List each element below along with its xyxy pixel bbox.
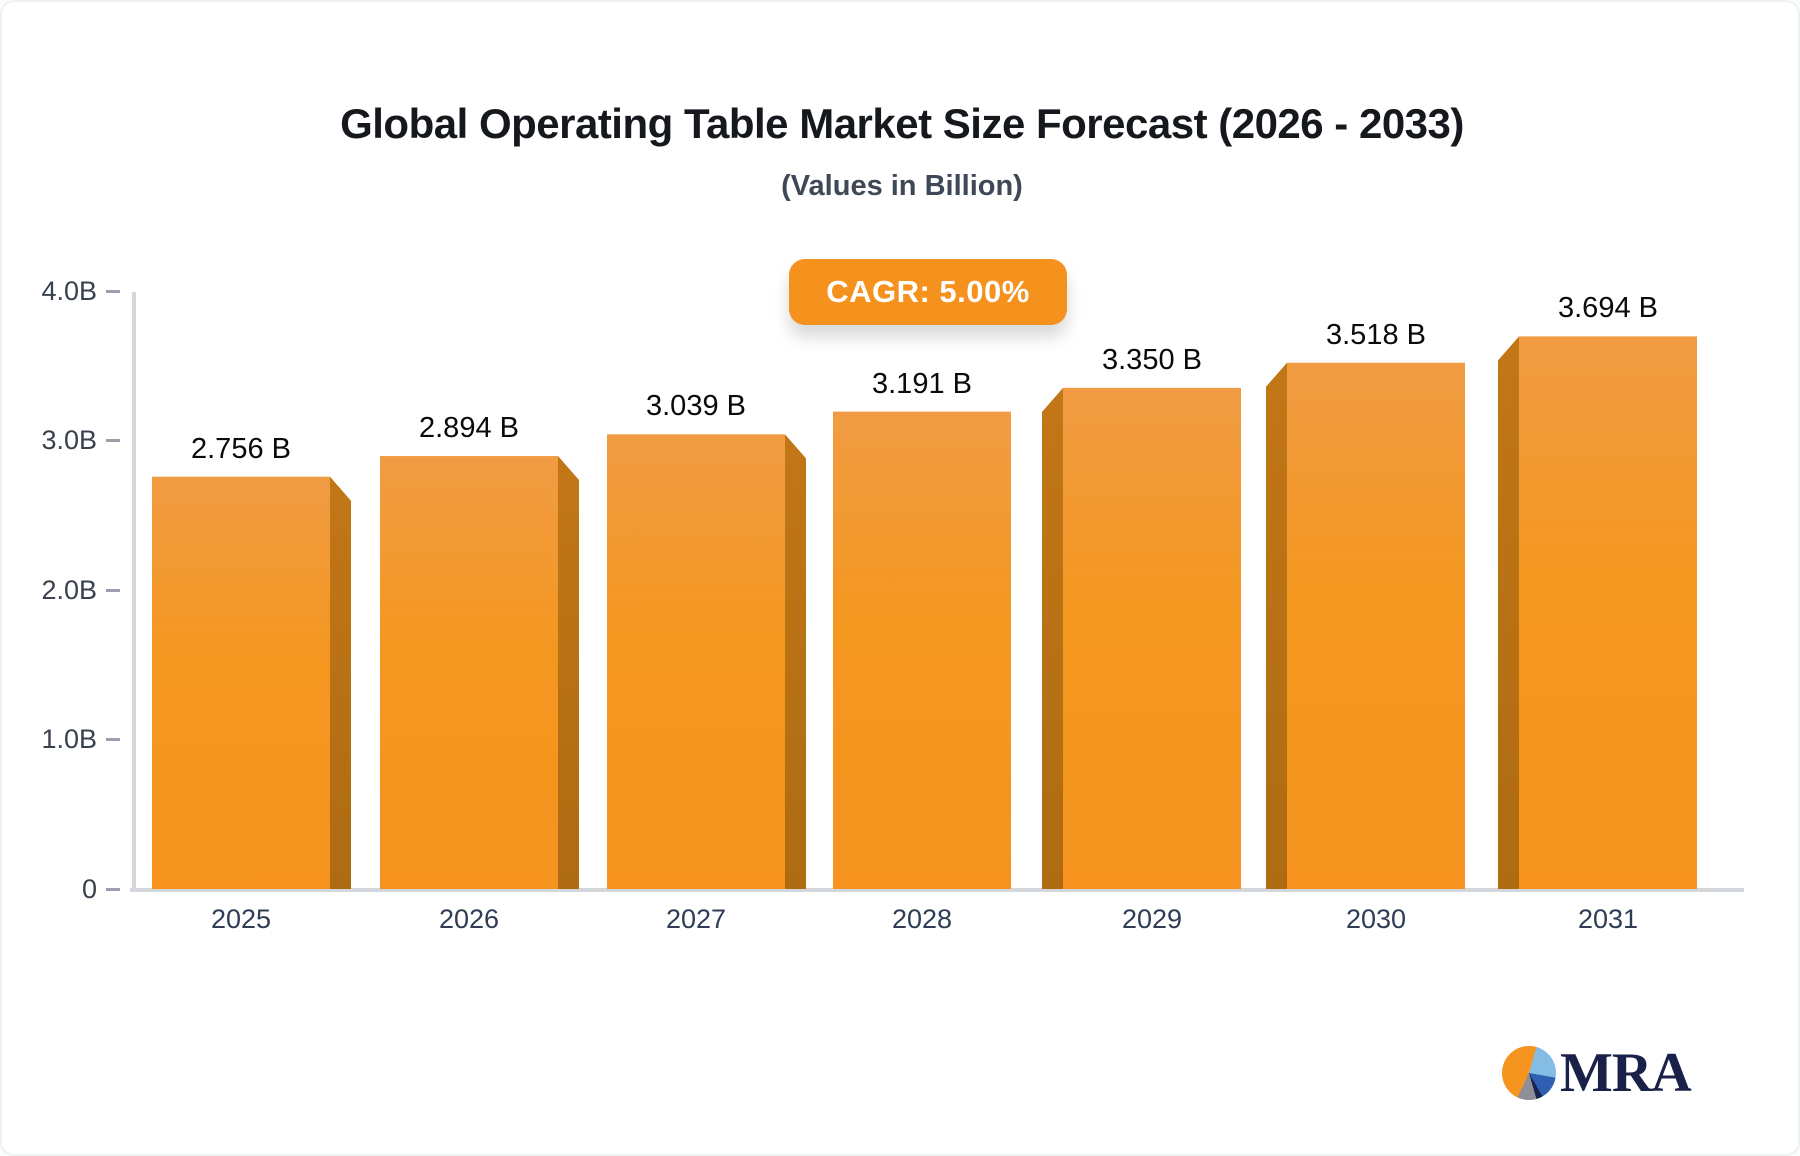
x-axis-label-2025: 2025	[210, 904, 272, 934]
bar-side-face-2025	[330, 476, 351, 889]
x-axis-label-2031: 2031	[1577, 904, 1639, 934]
pie-chart-logo-icon	[1502, 1046, 1556, 1100]
bar-2026[interactable]	[380, 456, 558, 889]
brand-name: MRA	[1560, 1042, 1692, 1104]
y-tick-label-1.0B: 1.0B	[41, 724, 97, 755]
bar-value-label-2031: 3.694 B	[1558, 292, 1658, 325]
bar-side-face-2031	[1498, 336, 1519, 890]
chart-subtitle: (Values in Billion)	[781, 170, 1023, 202]
y-tick-dash	[106, 289, 120, 293]
bar-2031[interactable]	[1519, 336, 1697, 890]
y-tick-label-0: 0	[81, 874, 97, 904]
y-tick-dash	[106, 439, 120, 443]
bar-value-label-2027: 3.039 B	[646, 390, 746, 423]
y-tick-label-3.0B: 3.0B	[41, 425, 97, 456]
bar-value-label-2026: 2.894 B	[419, 412, 519, 445]
chart-title: Global Operating Table Market Size Forec…	[340, 100, 1464, 147]
bar-value-label-2028: 3.191 B	[872, 367, 972, 400]
bar-2025[interactable]	[152, 476, 330, 889]
x-axis-label-2028: 2028	[891, 904, 953, 934]
x-axis-label-2027: 2027	[665, 904, 727, 934]
x-axis-label-2026: 2026	[438, 904, 500, 934]
y-tick-dash	[106, 588, 120, 592]
bar-2029[interactable]	[1063, 387, 1241, 889]
bar-side-face-2026	[558, 456, 579, 889]
y-tick-dash	[106, 888, 120, 891]
bar-value-label-2025: 2.756 B	[191, 432, 291, 465]
bar-2030[interactable]	[1287, 362, 1465, 889]
brand-logo: MRA	[1502, 1042, 1692, 1104]
bar-value-label-2030: 3.518 B	[1326, 318, 1426, 351]
cagr-badge: CAGR: 5.00%	[789, 259, 1067, 325]
bar-side-face-2030	[1266, 362, 1287, 889]
bar-side-face-2027	[785, 434, 806, 889]
y-tick-label-2.0B: 2.0B	[41, 574, 97, 605]
x-axis-label-2029: 2029	[1121, 904, 1183, 934]
bar-2028[interactable]	[833, 411, 1011, 889]
y-tick-dash	[106, 738, 120, 742]
x-axis-line	[130, 888, 1744, 892]
bar-side-face-2029	[1042, 387, 1063, 889]
y-tick-label-4.0B: 4.0B	[41, 275, 97, 306]
x-axis-label-2030: 2030	[1345, 904, 1407, 934]
bar-2027[interactable]	[607, 434, 785, 889]
y-axis-line	[132, 292, 136, 890]
bar-value-label-2029: 3.350 B	[1102, 343, 1202, 376]
